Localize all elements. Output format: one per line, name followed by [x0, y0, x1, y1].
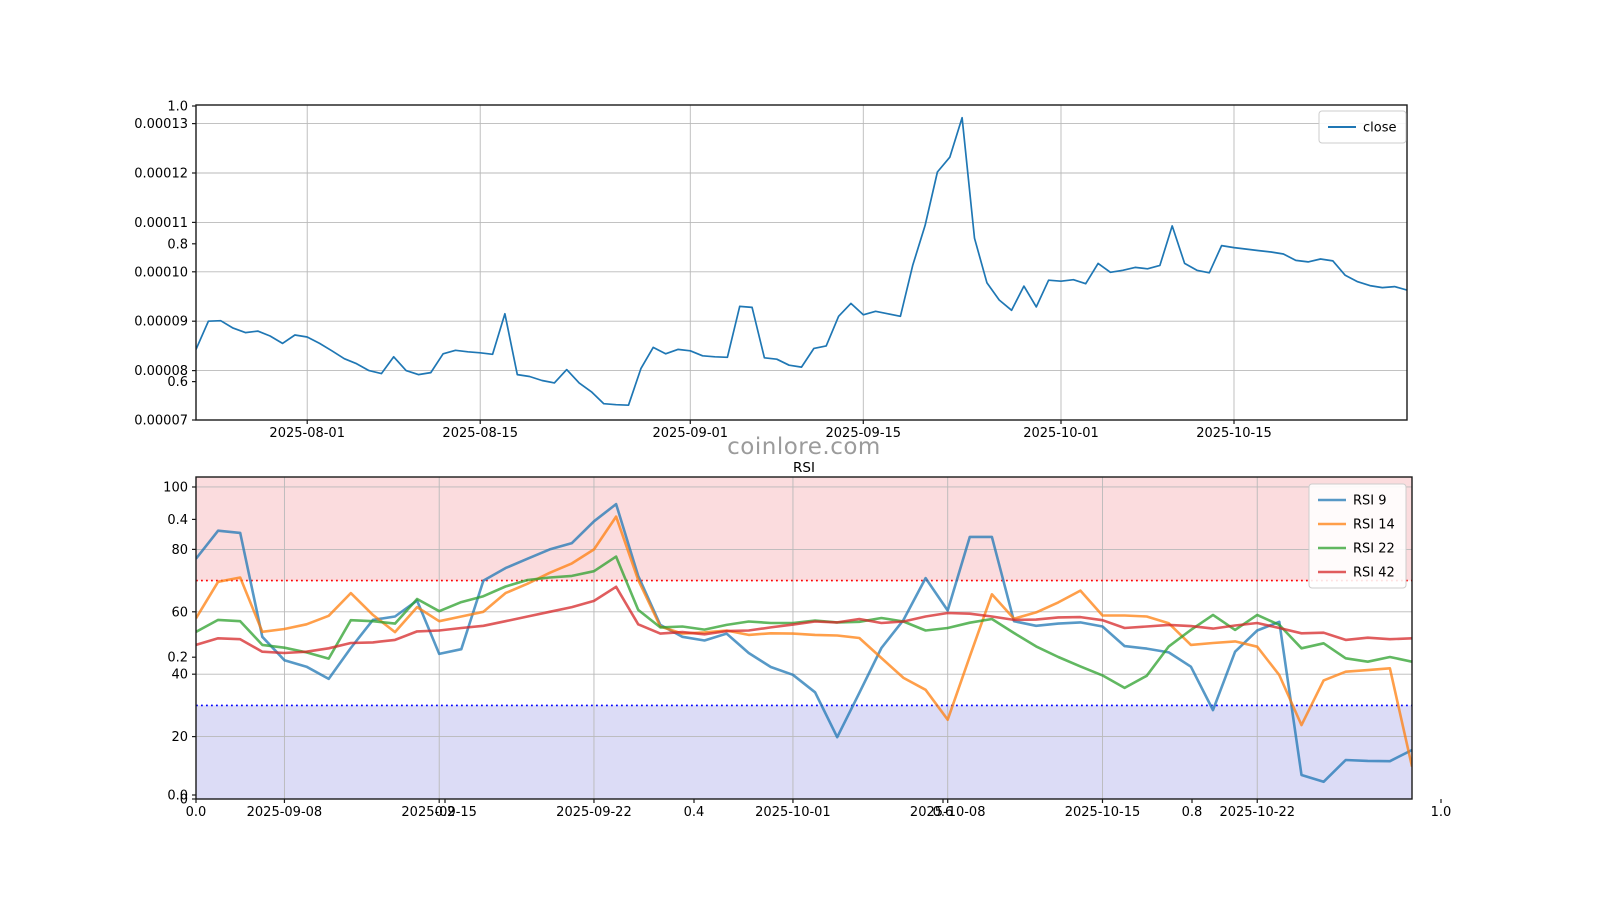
watermark: coinlore.com — [727, 434, 881, 460]
svg-text:0.4: 0.4 — [167, 513, 188, 528]
svg-text:0.00010: 0.00010 — [134, 265, 188, 280]
svg-text:80: 80 — [171, 543, 188, 558]
svg-text:2025-10-15: 2025-10-15 — [1065, 805, 1141, 820]
svg-text:0.0: 0.0 — [186, 805, 207, 820]
svg-text:0.00007: 0.00007 — [134, 414, 188, 429]
axes-spines — [195, 476, 1413, 800]
svg-text:2025-09-08: 2025-09-08 — [247, 805, 323, 820]
axes-spines — [195, 104, 1408, 421]
svg-text:0.00008: 0.00008 — [134, 364, 188, 379]
svg-text:RSI 22: RSI 22 — [1353, 542, 1395, 557]
svg-text:RSI 42: RSI 42 — [1353, 566, 1395, 581]
rsi-panel-title: RSI — [793, 460, 815, 476]
series-close — [196, 116, 1407, 407]
svg-text:0: 0 — [180, 793, 188, 808]
svg-text:RSI 14: RSI 14 — [1353, 518, 1395, 533]
overlay-axis-labels: 0.0 0.2 0.4 0.6 0.8 1.0 1.0 0.8 0.6 0.4 0.2 0.0 — [167, 100, 1451, 821]
svg-text:20: 20 — [171, 730, 188, 745]
svg-text:100: 100 — [163, 480, 188, 495]
series-rsi-9 — [196, 502, 1412, 784]
tick-labels: 2025-09-08 2025-09-15 2025-09-22 2025-10-01… — [163, 480, 1295, 820]
svg-text:0.8: 0.8 — [167, 237, 188, 252]
svg-text:2025-10-08: 2025-10-08 — [910, 805, 986, 820]
svg-text:0.4: 0.4 — [684, 805, 705, 820]
svg-text:0.00011: 0.00011 — [134, 216, 188, 231]
svg-text:0.2: 0.2 — [167, 651, 188, 666]
svg-text:0.00013: 0.00013 — [134, 117, 188, 132]
svg-text:2025-09-22: 2025-09-22 — [556, 805, 632, 820]
svg-text:0.00009: 0.00009 — [134, 315, 188, 330]
panel-price: 2025-08-01 2025-08-15 2025-09-01 2025-09-15… — [134, 104, 1408, 441]
svg-text:2025-09-01: 2025-09-01 — [653, 426, 729, 441]
svg-text:2025-08-01: 2025-08-01 — [269, 426, 345, 441]
svg-text:2025-10-22: 2025-10-22 — [1219, 805, 1295, 820]
series-rsi-42 — [196, 585, 1412, 655]
tick-labels: 2025-08-01 2025-08-15 2025-09-01 2025-09-15… — [134, 117, 1272, 441]
svg-text:2025-10-01: 2025-10-01 — [755, 805, 831, 820]
svg-text:0.6: 0.6 — [933, 805, 954, 820]
svg-text:2025-08-15: 2025-08-15 — [442, 426, 518, 441]
overbought-band — [196, 477, 1412, 581]
svg-text:0.2: 0.2 — [435, 805, 456, 820]
legend: RSI 9 RSI 14 RSI 22 RSI 42 — [1308, 483, 1407, 589]
svg-text:2025-10-15: 2025-10-15 — [1196, 426, 1272, 441]
series-rsi-14 — [196, 515, 1412, 767]
panel-rsi: 2025-09-08 2025-09-15 2025-09-22 2025-10-01… — [163, 476, 1413, 820]
svg-text:0.6: 0.6 — [167, 375, 188, 390]
svg-text:1.0: 1.0 — [1431, 805, 1452, 820]
svg-text:2025-09-15: 2025-09-15 — [401, 805, 477, 820]
svg-text:RSI 9: RSI 9 — [1353, 494, 1387, 509]
svg-text:0.8: 0.8 — [1182, 805, 1203, 820]
svg-text:60: 60 — [171, 605, 188, 620]
legend: close — [1318, 110, 1407, 144]
svg-text:close: close — [1363, 121, 1396, 136]
svg-text:2025-09-15: 2025-09-15 — [826, 426, 902, 441]
svg-text:2025-10-01: 2025-10-01 — [1023, 426, 1099, 441]
oversold-band — [196, 705, 1412, 799]
svg-text:40: 40 — [171, 668, 188, 683]
svg-text:1.0: 1.0 — [167, 100, 188, 115]
svg-text:0.00012: 0.00012 — [134, 166, 188, 181]
svg-text:0.0: 0.0 — [167, 789, 188, 804]
